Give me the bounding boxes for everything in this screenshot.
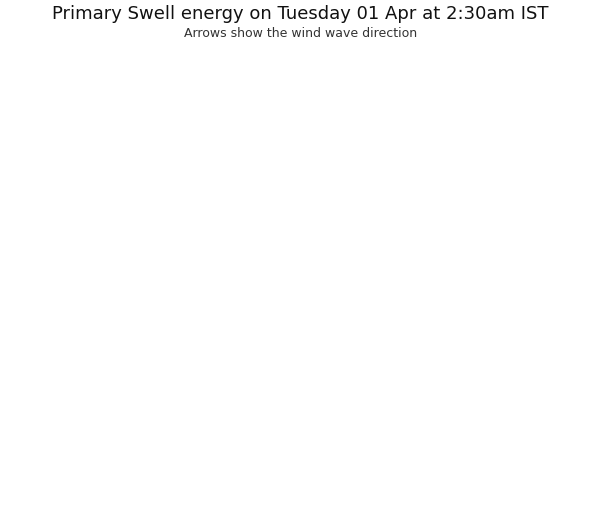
Text: cartopy not available: cartopy not available [227, 271, 374, 285]
Text: Primary Swell energy on Tuesday 01 Apr at 2:30am IST: Primary Swell energy on Tuesday 01 Apr a… [52, 5, 549, 23]
Text: Arrows show the wind wave direction: Arrows show the wind wave direction [184, 28, 417, 40]
